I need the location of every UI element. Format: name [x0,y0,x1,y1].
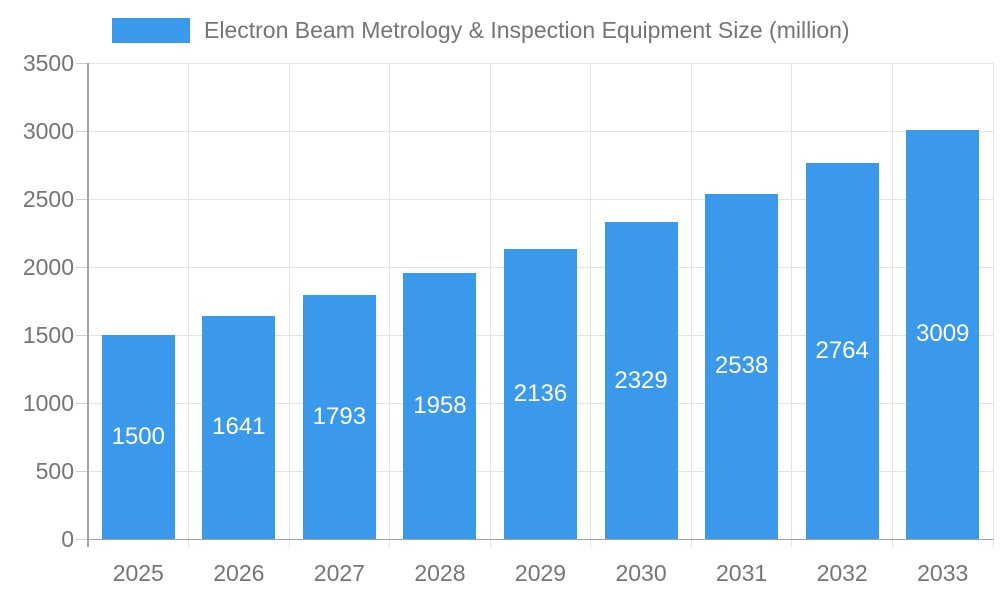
bar-2025: 1500 [101,335,175,539]
x-axis-label: 2026 [213,560,265,586]
y-axis-label: 1500 [22,321,74,348]
bar-value-label: 3009 [916,320,970,348]
bar-2027: 1793 [302,295,376,539]
x-gridline [389,63,391,547]
y-gridline [88,130,993,132]
bar-2032: 2764 [805,163,879,539]
legend-swatch-icon [112,17,190,43]
legend-label: Electron Beam Metrology & Inspection Equ… [204,17,850,43]
bar-2028: 1958 [403,272,477,539]
bar-value-label: 2764 [815,337,869,365]
x-axis-label: 2028 [414,560,466,586]
x-gridline [590,63,592,547]
bar-2033: 3009 [906,129,980,539]
y-axis-tick [76,130,88,132]
x-axis-line [88,538,993,540]
x-axis-label: 2031 [716,560,768,586]
bar-value-label: 1641 [212,413,266,441]
bar-value-label: 2538 [714,352,769,380]
y-axis-tick [76,538,88,540]
y-axis-tick [76,266,88,268]
bar-value-label: 2329 [614,366,668,394]
x-gridline [188,63,190,547]
y-axis-label: 500 [35,457,74,484]
x-axis-label: 2027 [313,560,365,586]
bar-value-label: 1958 [413,391,467,419]
bar-2031: 2538 [705,193,779,539]
bar-value-label: 2136 [513,379,568,407]
chart-legend[interactable]: Electron Beam Metrology & Inspection Equ… [112,16,850,44]
x-gridline [489,63,491,547]
x-axis-label: 2029 [514,560,567,586]
y-axis-label: 1000 [22,389,74,416]
y-axis-tick [76,334,88,336]
y-gridline [88,62,993,64]
bar-2029: 2136 [504,248,577,539]
bar-value-label: 1793 [312,403,367,431]
y-axis-tick [76,402,88,404]
y-axis-label: 2000 [22,253,74,280]
x-gridline [690,63,692,547]
x-gridline [288,63,290,547]
x-axis-label: 2030 [615,560,667,586]
x-axis-label: 2033 [917,560,969,586]
y-axis-tick [76,62,88,64]
y-axis-line [87,63,89,547]
y-axis-label: 3000 [22,117,74,144]
y-axis-tick [76,470,88,472]
y-axis-label: 3500 [22,49,74,76]
y-axis-tick [76,198,88,200]
bar-2026: 1641 [202,315,276,539]
y-gridline [88,198,993,200]
x-gridline [992,63,994,547]
y-axis-label: 0 [61,525,74,552]
x-gridline [791,63,793,547]
y-axis-label: 2500 [22,185,74,212]
x-axis-label: 2032 [816,560,868,586]
x-axis-label: 2025 [112,560,164,586]
x-gridline [891,63,893,547]
bar-value-label: 1500 [111,423,165,450]
bar-2030: 2329 [604,222,678,539]
